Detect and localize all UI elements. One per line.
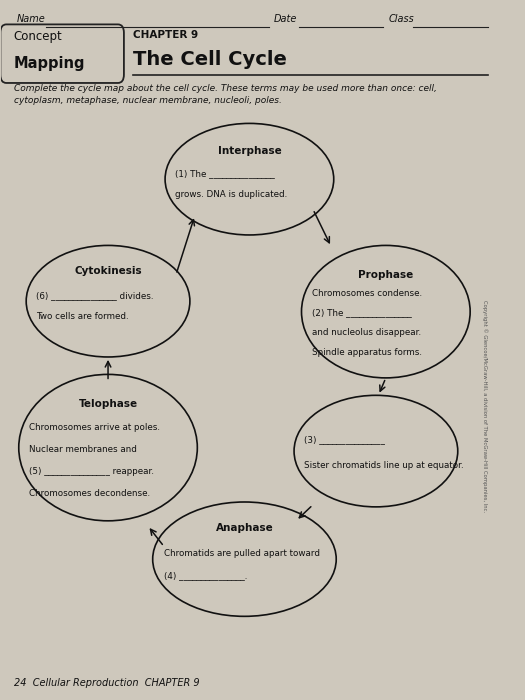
Text: Interphase: Interphase	[217, 146, 281, 156]
Text: (6) _______________ divides.: (6) _______________ divides.	[36, 291, 153, 300]
Text: Chromosomes arrive at poles.: Chromosomes arrive at poles.	[29, 423, 161, 432]
Text: (4) _______________.: (4) _______________.	[164, 570, 247, 580]
Text: Name: Name	[16, 15, 45, 24]
Ellipse shape	[301, 246, 470, 378]
Text: CHAPTER 9: CHAPTER 9	[133, 30, 198, 41]
Text: Two cells are formed.: Two cells are formed.	[36, 312, 129, 321]
Text: and nucleolus disappear.: and nucleolus disappear.	[312, 328, 421, 337]
Text: Sister chromatids line up at equator.: Sister chromatids line up at equator.	[304, 461, 464, 470]
Ellipse shape	[26, 246, 190, 357]
Text: Telophase: Telophase	[78, 399, 138, 409]
Text: Cytokinesis: Cytokinesis	[74, 265, 142, 276]
Text: (3) _______________: (3) _______________	[304, 435, 385, 444]
Text: (2) The _______________: (2) The _______________	[312, 309, 412, 318]
Text: grows. DNA is duplicated.: grows. DNA is duplicated.	[175, 190, 288, 199]
Text: Mapping: Mapping	[14, 56, 85, 71]
FancyBboxPatch shape	[1, 25, 124, 83]
Text: Date: Date	[274, 15, 298, 24]
Ellipse shape	[19, 374, 197, 521]
Text: (1) The _______________: (1) The _______________	[175, 169, 275, 178]
Text: The Cell Cycle: The Cell Cycle	[133, 50, 287, 69]
Text: Spindle apparatus forms.: Spindle apparatus forms.	[312, 348, 422, 357]
Text: Class: Class	[388, 15, 414, 24]
Text: (5) _______________ reappear.: (5) _______________ reappear.	[29, 466, 154, 475]
Text: Nuclear membranes and: Nuclear membranes and	[29, 444, 138, 454]
Text: 24  Cellular Reproduction  CHAPTER 9: 24 Cellular Reproduction CHAPTER 9	[14, 678, 200, 688]
Text: Chromosomes condense.: Chromosomes condense.	[312, 288, 422, 298]
Text: Chromosomes decondense.: Chromosomes decondense.	[29, 489, 151, 498]
Ellipse shape	[165, 123, 334, 235]
Text: Anaphase: Anaphase	[216, 523, 274, 533]
Text: Chromatids are pulled apart toward: Chromatids are pulled apart toward	[164, 549, 320, 558]
Text: Concept: Concept	[14, 30, 62, 43]
Ellipse shape	[153, 502, 336, 616]
Text: Copyright © Glencoe/McGraw-Hill, a division of The McGraw-Hill Companies, Inc.: Copyright © Glencoe/McGraw-Hill, a divis…	[482, 300, 488, 512]
Text: Prophase: Prophase	[358, 270, 414, 280]
Text: Complete the cycle map about the cell cycle. These terms may be used more than o: Complete the cycle map about the cell cy…	[14, 84, 437, 105]
Ellipse shape	[294, 395, 458, 507]
